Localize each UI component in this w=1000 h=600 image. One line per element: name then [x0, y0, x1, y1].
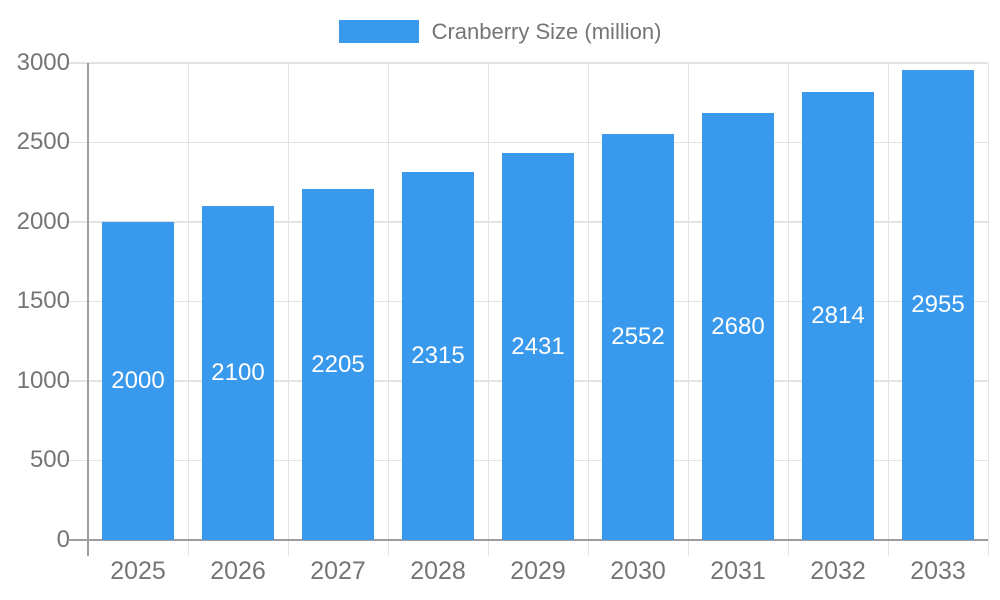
bar-value-label: 2814 [811, 302, 865, 330]
gridline-vertical [687, 62, 689, 556]
x-tick-label: 2033 [910, 557, 966, 585]
bar-value-label: 2000 [111, 366, 165, 394]
legend-label: Cranberry Size (million) [431, 19, 662, 44]
bar-2027[interactable] [302, 189, 374, 540]
bar-2025[interactable] [102, 221, 174, 540]
bar-2031[interactable] [702, 113, 774, 540]
gridline-horizontal [68, 62, 988, 64]
x-tick-label: 2032 [810, 557, 866, 585]
gridline-vertical [987, 62, 989, 556]
legend[interactable]: Cranberry Size (million) [0, 20, 1000, 43]
bar-value-label: 2955 [911, 290, 965, 318]
bar-value-label: 2680 [711, 312, 765, 340]
x-axis-line [68, 539, 988, 541]
legend-swatch [338, 20, 419, 43]
gridline-vertical [887, 62, 889, 556]
x-tick-label: 2029 [510, 557, 566, 585]
gridline-vertical [587, 62, 589, 556]
bar-value-label: 2552 [611, 322, 665, 350]
bar-2026[interactable] [202, 205, 274, 540]
y-tick-label: 2500 [16, 128, 70, 156]
y-tick-label: 2000 [16, 207, 70, 235]
x-tick-label: 2027 [310, 557, 366, 585]
bar-2033[interactable] [902, 69, 974, 540]
y-tick-label: 1500 [16, 287, 70, 315]
gridline-vertical [487, 62, 489, 556]
bar-value-label: 2205 [311, 350, 365, 378]
gridline-vertical [187, 62, 189, 556]
bar-value-label: 2100 [211, 358, 265, 386]
gridline-vertical [287, 62, 289, 556]
bar-2032[interactable] [802, 92, 874, 540]
x-tick-label: 2026 [210, 557, 266, 585]
y-tick-label: 3000 [16, 48, 70, 76]
x-tick-label: 2025 [110, 557, 166, 585]
gridline-vertical [787, 62, 789, 556]
y-tick-label: 1000 [16, 366, 70, 394]
x-tick-label: 2031 [710, 557, 766, 585]
gridline-horizontal [68, 141, 988, 144]
bar-2029[interactable] [502, 153, 574, 540]
bar-2030[interactable] [602, 133, 674, 540]
bar-value-label: 2431 [511, 332, 565, 360]
x-tick-label: 2028 [410, 557, 466, 585]
y-axis-line [87, 62, 89, 556]
y-tick-label: 0 [56, 526, 70, 553]
bar-2028[interactable] [402, 171, 474, 540]
x-tick-label: 2030 [610, 557, 666, 585]
y-tick-label: 500 [29, 446, 70, 474]
bar-value-label: 2315 [411, 341, 465, 369]
gridline-vertical [387, 62, 389, 556]
